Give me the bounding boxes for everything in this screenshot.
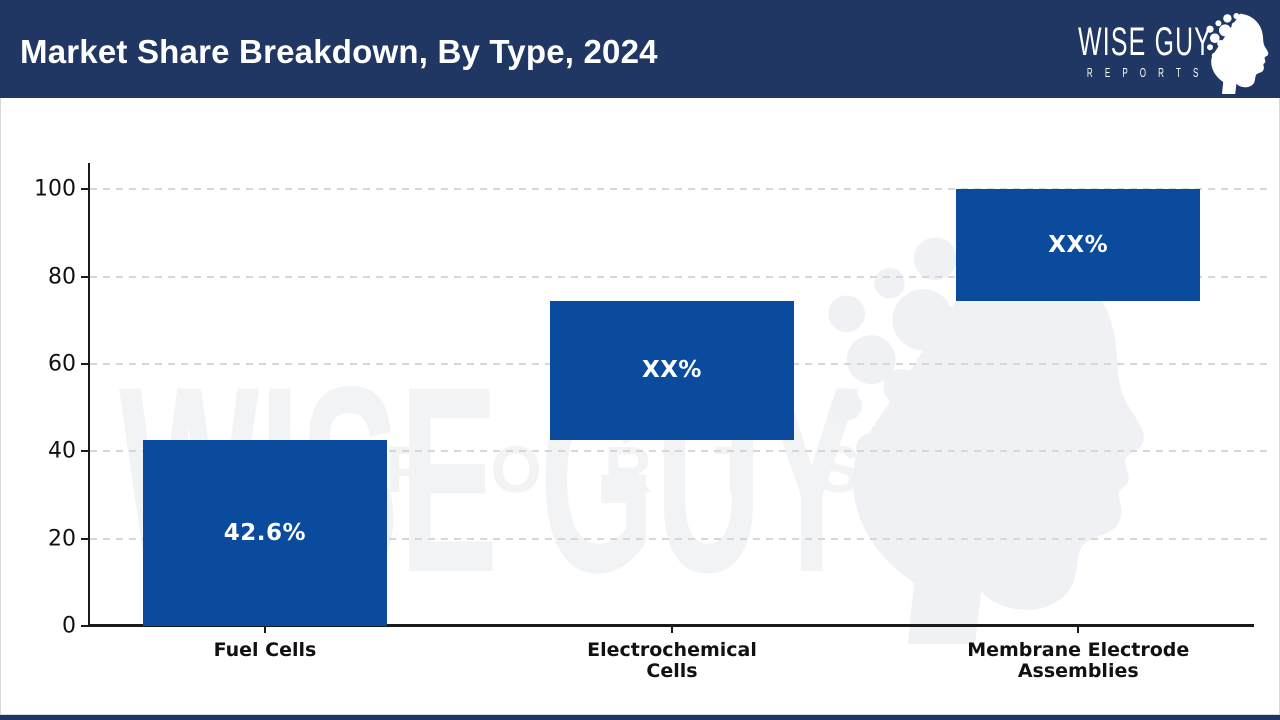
y-tick-label-20: 20 bbox=[48, 526, 76, 552]
y-tick-60 bbox=[81, 363, 88, 366]
y-tick-label-40: 40 bbox=[48, 438, 76, 464]
bar-electrochemical-cells: XX% bbox=[550, 300, 794, 441]
bar-value-label: XX% bbox=[1048, 232, 1109, 259]
x-category-label-fuel-cells: Fuel Cells bbox=[214, 640, 317, 661]
x-category-line: Fuel Cells bbox=[213, 639, 317, 661]
y-axis-line bbox=[88, 163, 90, 626]
x-tick-electrochemical-cells bbox=[671, 626, 673, 633]
x-category-line: Electrochemical bbox=[587, 639, 757, 661]
wise-guy-reports-logo: WISE GUY R E P O R T S bbox=[1020, 7, 1270, 94]
footer-bar bbox=[0, 715, 1280, 720]
logo-wordmark: WISE GUY bbox=[1078, 20, 1212, 64]
chart-area: WISE GUY R E P O R T S 0 20 40 60 80 100 42.6%… bbox=[0, 98, 1280, 715]
x-category-line: Cells bbox=[646, 660, 698, 682]
plot-area: 0 20 40 60 80 100 42.6% XX% XX% Fuel Cells Electro… bbox=[34, 163, 1268, 682]
x-category-label-membrane-electrode-assemblies: Membrane Electrode Assemblies bbox=[967, 640, 1189, 682]
gridline-40 bbox=[90, 450, 1268, 453]
y-tick-label-0: 0 bbox=[62, 613, 76, 639]
x-tick-fuel-cells bbox=[263, 626, 266, 633]
y-tick-80 bbox=[81, 275, 88, 278]
x-axis-line bbox=[88, 624, 1254, 627]
x-category-line: Membrane Electrode bbox=[967, 639, 1190, 661]
bar-fuel-cells: 42.6% bbox=[142, 440, 387, 626]
logo-head-icon bbox=[1206, 13, 1269, 94]
footer-divider bbox=[0, 714, 1280, 715]
logo-subtitle: R E P O R T S bbox=[1086, 65, 1204, 80]
header-bar: Market Share Breakdown, By Type, 2024 WI… bbox=[0, 0, 1280, 98]
x-tick-membrane-electrode-assemblies bbox=[1077, 626, 1080, 633]
x-category-line: Assemblies bbox=[1017, 660, 1139, 682]
x-category-label-electrochemical-cells: Electrochemical Cells bbox=[587, 640, 757, 682]
y-tick-100 bbox=[81, 188, 88, 191]
gridline-20 bbox=[90, 537, 1268, 540]
y-tick-label-100: 100 bbox=[34, 176, 76, 202]
y-tick-0 bbox=[81, 625, 88, 627]
y-tick-40 bbox=[81, 450, 88, 453]
y-tick-20 bbox=[81, 537, 88, 540]
logo-text: WISE GUY R E P O R T S bbox=[1078, 21, 1212, 82]
bar-membrane-electrode-assemblies: XX% bbox=[956, 189, 1201, 301]
gridline-100 bbox=[90, 188, 1268, 191]
bar-value-label: XX% bbox=[641, 357, 702, 384]
y-tick-label-80: 80 bbox=[48, 264, 76, 290]
bar-value-label: 42.6% bbox=[223, 520, 307, 547]
y-tick-label-60: 60 bbox=[48, 351, 76, 377]
page-title: Market Share Breakdown, By Type, 2024 bbox=[20, 33, 658, 70]
gridline-80 bbox=[90, 275, 1268, 278]
